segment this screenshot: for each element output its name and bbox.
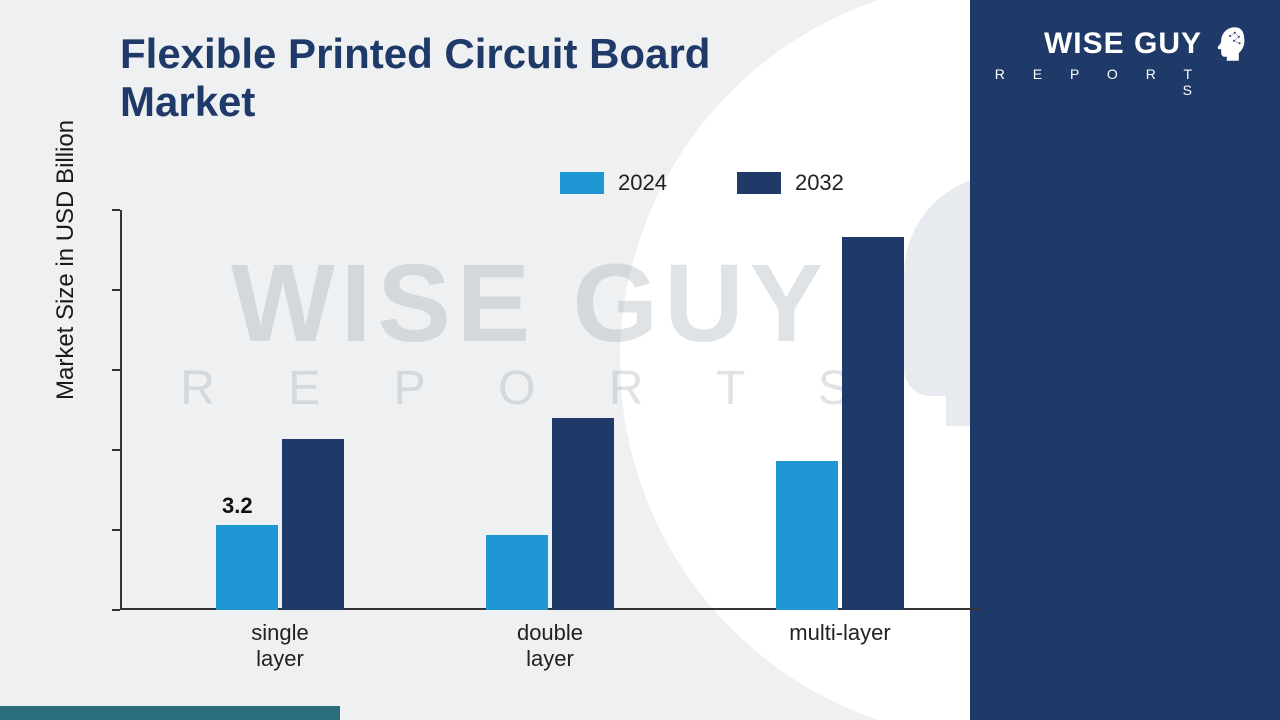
brand-logo: WISE GUY R E P O R T S [990, 24, 1250, 98]
category-label: multi-layer [770, 620, 910, 646]
stage: WISE GUY R E P O R T S Flexible Printed … [0, 0, 1280, 720]
brand-row1: WISE GUY [990, 24, 1250, 64]
y-axis [120, 210, 122, 610]
y-tick [112, 529, 120, 531]
legend-swatch-2032 [737, 172, 781, 194]
bar-2032-2 [842, 237, 904, 610]
y-tick [112, 609, 120, 611]
y-tick [112, 289, 120, 291]
legend-item-2032: 2032 [737, 170, 844, 196]
legend-label-2024: 2024 [618, 170, 667, 196]
category-label: double layer [480, 620, 620, 673]
legend: 2024 2032 [560, 170, 844, 196]
brand-text-1: WISE GUY [1044, 27, 1202, 61]
y-tick [112, 209, 120, 211]
brand-text-2: R E P O R T S [990, 66, 1250, 98]
legend-swatch-2024 [560, 172, 604, 194]
bottom-accent-bar [0, 706, 340, 720]
y-tick [112, 369, 120, 371]
bar-2032-0 [282, 439, 344, 610]
brand-head-icon [1210, 24, 1250, 64]
y-axis-label: Market Size in USD Billion [52, 120, 80, 400]
bar-2024-2 [776, 461, 838, 610]
plot-area: single layerdouble layermulti-layer 3.2 [120, 210, 980, 610]
bar-2024-0 [216, 525, 278, 610]
legend-label-2032: 2032 [795, 170, 844, 196]
bar-2024-1 [486, 535, 548, 610]
bar-2032-1 [552, 418, 614, 610]
y-tick [112, 449, 120, 451]
chart-title: Flexible Printed Circuit Board Market [120, 30, 820, 127]
value-label: 3.2 [222, 493, 253, 519]
category-label: single layer [210, 620, 350, 673]
legend-item-2024: 2024 [560, 170, 667, 196]
